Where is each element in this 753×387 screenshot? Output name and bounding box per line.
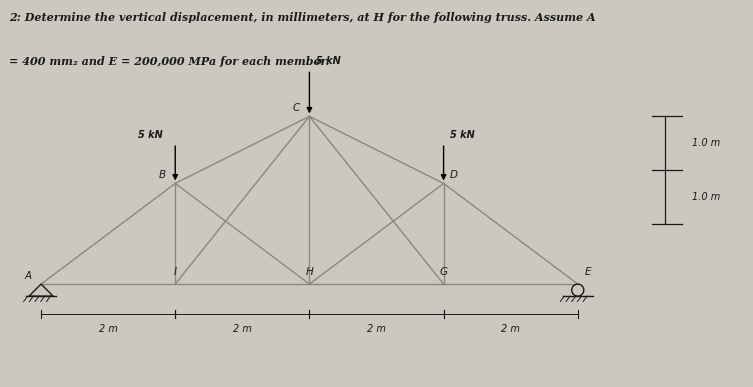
- Text: B: B: [158, 170, 166, 180]
- Text: C: C: [292, 103, 300, 113]
- Text: 1.0 m: 1.0 m: [692, 192, 720, 202]
- Text: G: G: [440, 267, 447, 277]
- Text: 1.0 m: 1.0 m: [692, 138, 720, 148]
- Text: A: A: [24, 271, 31, 281]
- Text: 2 m: 2 m: [367, 324, 386, 334]
- Text: = 400 mm₂ and E = 200,000 MPa for each member.: = 400 mm₂ and E = 200,000 MPa for each m…: [9, 56, 329, 67]
- Text: 2: Determine the vertical displacement, in millimeters, at H for the following t: 2: Determine the vertical displacement, …: [9, 12, 596, 22]
- Text: 5 kN: 5 kN: [139, 130, 163, 140]
- Text: 2 m: 2 m: [233, 324, 252, 334]
- Text: 5 kN: 5 kN: [316, 56, 341, 66]
- Text: H: H: [306, 267, 313, 277]
- Text: I: I: [174, 267, 177, 277]
- Text: 2 m: 2 m: [99, 324, 117, 334]
- Text: D: D: [450, 170, 458, 180]
- Text: 5 kN: 5 kN: [450, 130, 475, 140]
- Text: E: E: [584, 267, 591, 277]
- Text: 2 m: 2 m: [501, 324, 520, 334]
